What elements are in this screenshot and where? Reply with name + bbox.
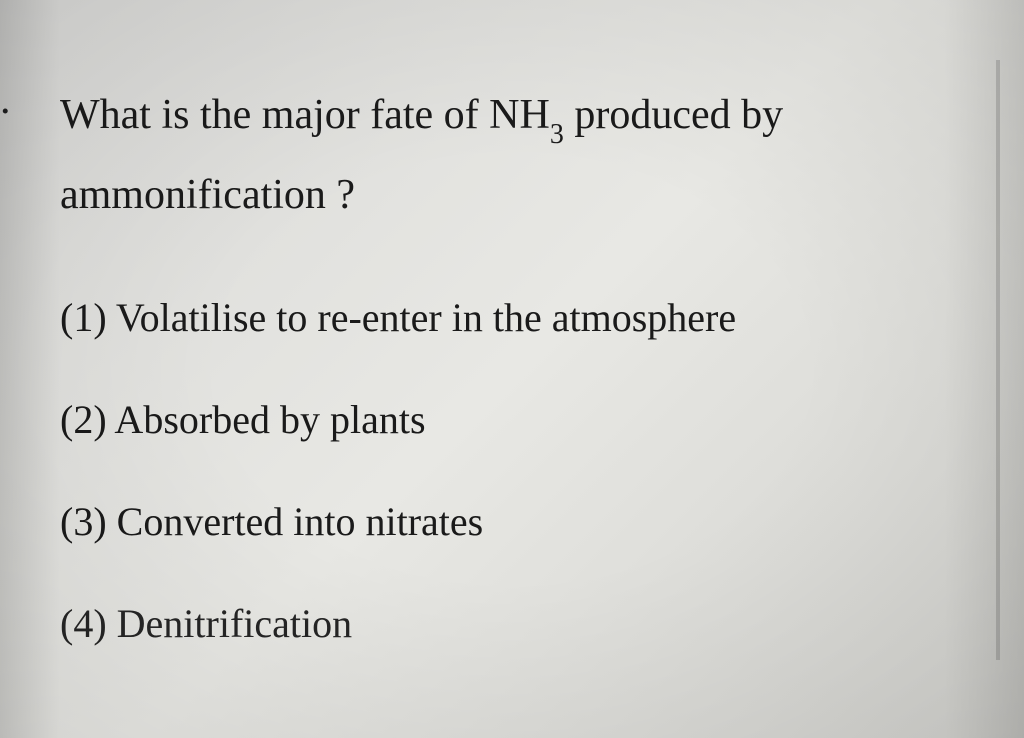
question-line2: ammonification ? xyxy=(60,172,355,218)
answer-options: (1) Volatilise to re-enter in the atmosp… xyxy=(60,290,984,698)
textbook-page: . What is the major fate of NH3 produced… xyxy=(0,0,1024,738)
question-line1-post: produced by xyxy=(564,92,783,138)
option-1: (1) Volatilise to re-enter in the atmosp… xyxy=(60,290,984,346)
question-number-marker: . xyxy=(0,76,11,124)
chemical-subscript: 3 xyxy=(550,119,564,150)
option-2: (2) Absorbed by plants xyxy=(60,392,984,448)
option-3: (3) Converted into nitrates xyxy=(60,494,984,550)
question-line1-pre: What is the major fate of NH xyxy=(60,92,550,138)
question-text: What is the major fate of NH3 produced b… xyxy=(60,76,984,236)
option-4: (4) Denitrification xyxy=(60,596,984,652)
